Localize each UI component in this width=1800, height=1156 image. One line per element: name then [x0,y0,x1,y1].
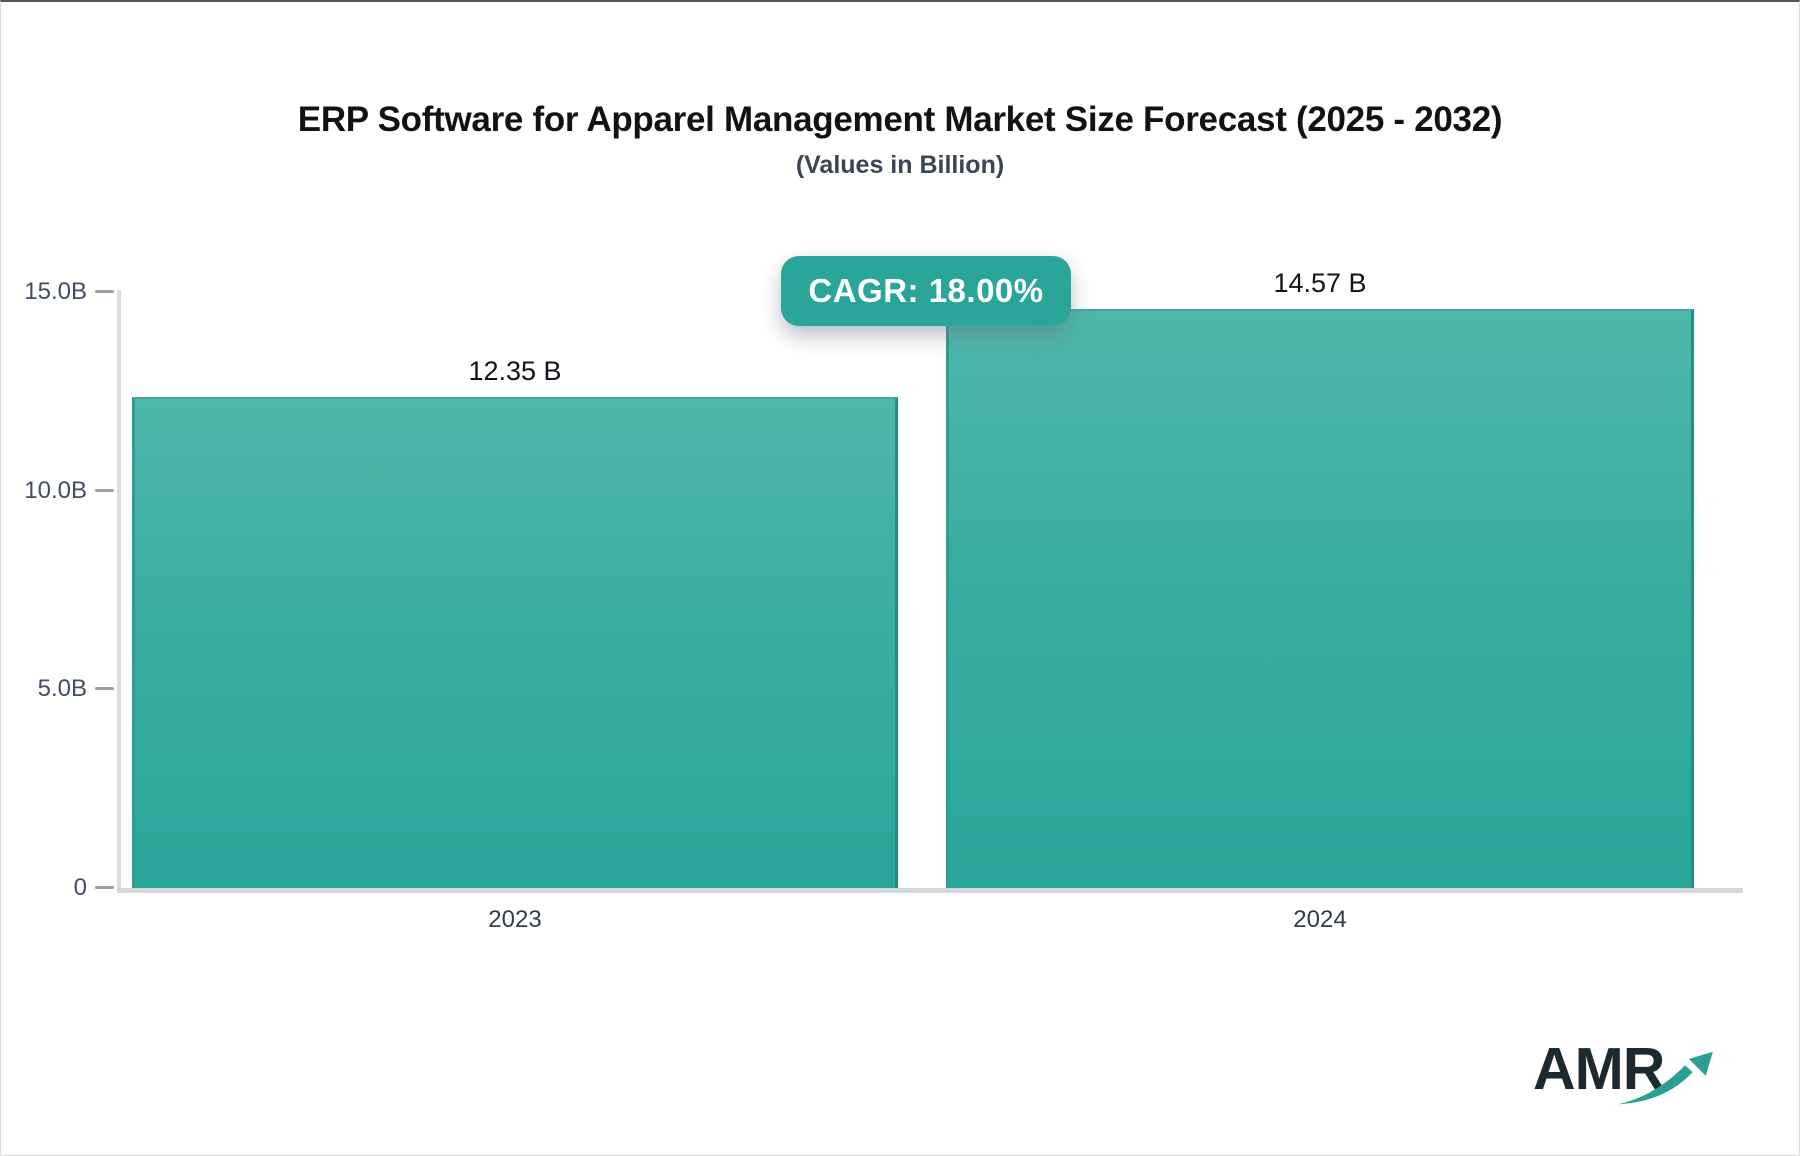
bar [132,397,898,888]
bar-value-label: 14.57 B [1273,268,1367,298]
y-tick-label: 5.0B [37,675,87,702]
chart-subtitle: (Values in Billion) [795,151,1005,179]
amr-logo: AMR [1533,1040,1718,1108]
y-axis-line [117,290,121,892]
x-axis-line [117,888,1743,893]
y-tick-label: 0 [73,874,87,901]
cagr-badge: CAGR: 18.00% [781,256,1071,326]
y-tick-label: 15.0B [24,278,87,305]
amr-logo-text: AMR [1533,1036,1665,1102]
x-axis-label: 2024 [1293,906,1347,933]
cagr-badge-label: CAGR: 18.00% [808,272,1044,309]
y-tick-mark [95,687,114,690]
y-tick-label: 10.0B [24,477,87,504]
trend-arrow-icon [1618,1051,1714,1105]
bar [946,309,1694,888]
bar-value-label: 12.35 B [468,356,562,386]
chart-title: ERP Software for Apparel Management Mark… [297,100,1503,139]
y-tick-mark [95,886,114,889]
y-tick-mark [95,489,114,492]
y-tick-mark [95,290,114,293]
x-axis-label: 2023 [488,906,542,933]
